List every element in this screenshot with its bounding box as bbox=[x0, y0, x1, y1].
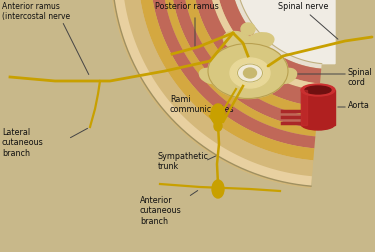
Text: Rami
communicantes: Rami communicantes bbox=[170, 94, 234, 114]
Text: Anterior ramus
(intercostal nerve: Anterior ramus (intercostal nerve bbox=[2, 2, 70, 21]
Ellipse shape bbox=[243, 69, 256, 79]
Polygon shape bbox=[192, 0, 366, 107]
Polygon shape bbox=[230, 0, 356, 69]
Ellipse shape bbox=[212, 180, 224, 198]
Text: Sympathetic
trunk: Sympathetic trunk bbox=[158, 151, 209, 171]
Text: Anterior
cutaneous
branch: Anterior cutaneous branch bbox=[140, 195, 182, 225]
Ellipse shape bbox=[211, 105, 225, 124]
Bar bbox=[301, 91, 307, 125]
Ellipse shape bbox=[246, 34, 274, 50]
Ellipse shape bbox=[301, 118, 335, 131]
Ellipse shape bbox=[214, 121, 222, 132]
Polygon shape bbox=[208, 0, 362, 91]
Ellipse shape bbox=[275, 69, 297, 84]
Ellipse shape bbox=[301, 85, 335, 97]
Polygon shape bbox=[182, 0, 368, 117]
Bar bbox=[301, 91, 335, 125]
Ellipse shape bbox=[305, 87, 331, 94]
Polygon shape bbox=[235, 0, 355, 64]
Text: Aorta: Aorta bbox=[348, 100, 370, 109]
Polygon shape bbox=[112, 0, 375, 186]
Ellipse shape bbox=[200, 69, 220, 84]
Polygon shape bbox=[215, 0, 360, 84]
Polygon shape bbox=[110, 0, 375, 188]
Text: Posterior ramus: Posterior ramus bbox=[155, 2, 219, 11]
Polygon shape bbox=[170, 0, 371, 129]
Polygon shape bbox=[138, 0, 375, 161]
Text: Spinal
cord: Spinal cord bbox=[348, 68, 373, 87]
Ellipse shape bbox=[241, 24, 255, 36]
Polygon shape bbox=[150, 0, 375, 149]
Text: Lateral
cutaneous
branch: Lateral cutaneous branch bbox=[2, 128, 44, 157]
Polygon shape bbox=[122, 0, 375, 176]
Polygon shape bbox=[162, 0, 374, 137]
Ellipse shape bbox=[224, 32, 253, 51]
Ellipse shape bbox=[237, 65, 262, 83]
Ellipse shape bbox=[230, 59, 270, 89]
Text: Spinal nerve: Spinal nerve bbox=[278, 2, 328, 11]
Ellipse shape bbox=[208, 44, 288, 99]
